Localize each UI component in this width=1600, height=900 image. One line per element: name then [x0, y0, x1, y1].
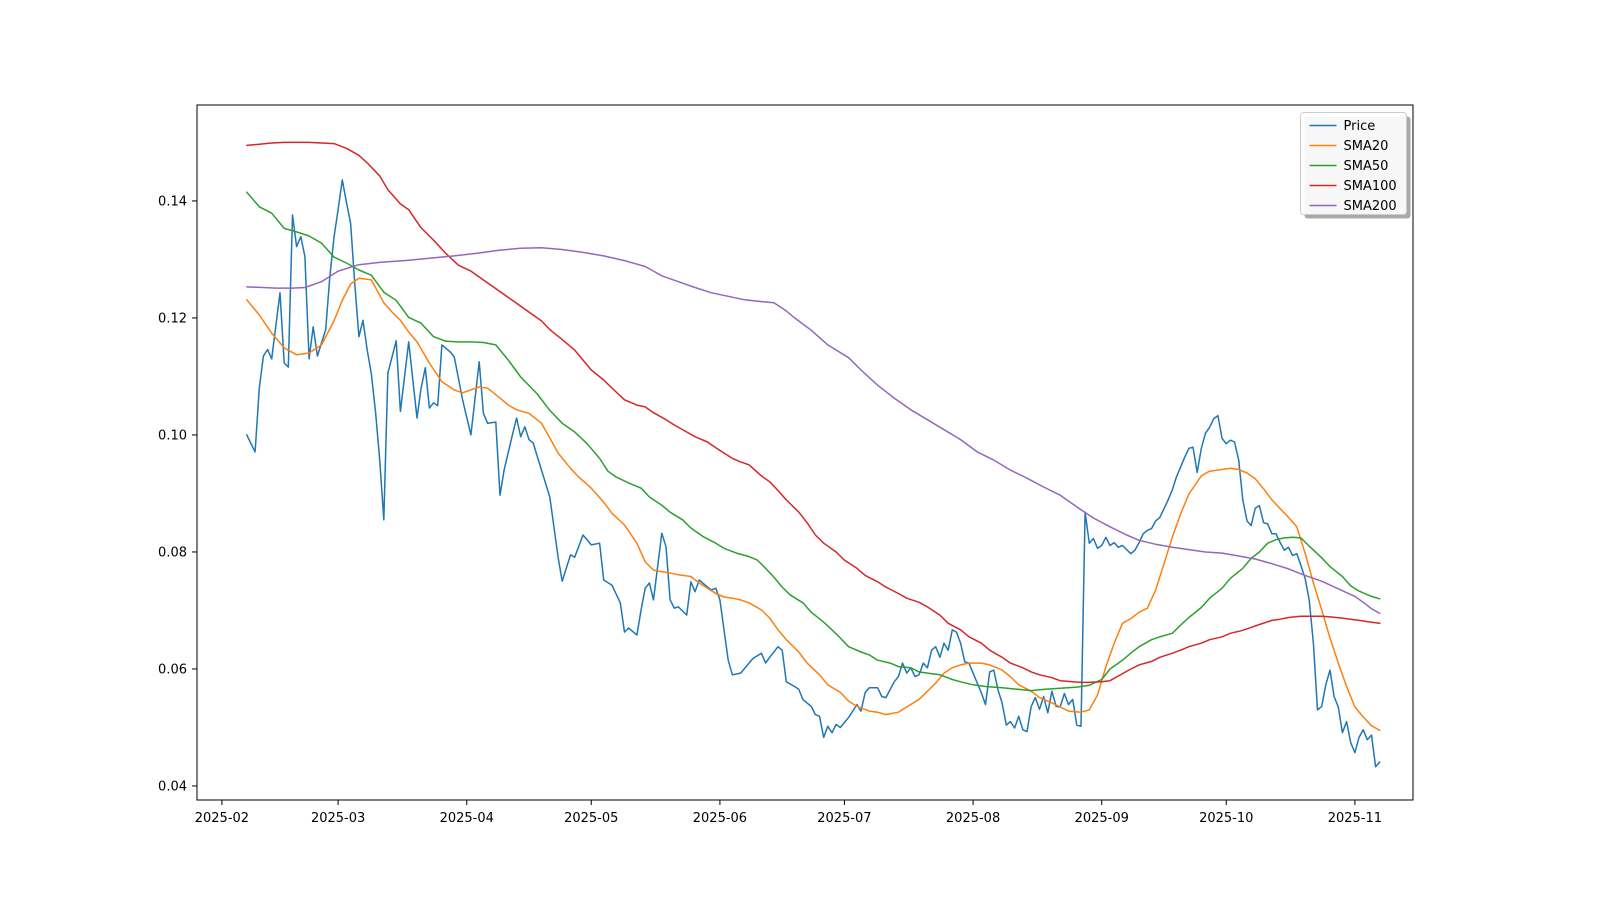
x-tick-label: 2025-08: [946, 811, 1000, 826]
sma50-line: [246, 191, 1381, 692]
legend-frame: [1300, 112, 1407, 215]
plot-area: [196, 104, 1414, 801]
x-tick-label: 2025-06: [693, 811, 747, 826]
y-tick-label: 0.04: [158, 779, 187, 794]
legend-label-sma20: SMA20: [1344, 139, 1389, 154]
y-tick-label: 0.14: [158, 194, 187, 209]
x-tick-label: 2025-05: [564, 811, 618, 826]
y-tick-label: 0.08: [158, 545, 187, 560]
price-line: [246, 179, 1381, 768]
y-tick-label: 0.10: [158, 428, 187, 443]
legend: Price SMA20 SMA50 SMA100 SMA200: [1300, 112, 1411, 219]
legend-label-price: Price: [1344, 119, 1376, 134]
sma20-line: [246, 277, 1381, 732]
y-tick-label: 0.06: [158, 662, 187, 677]
x-tick-label: 2025-04: [440, 811, 494, 826]
x-tick-label: 2025-03: [311, 811, 365, 826]
x-tick-label: 2025-07: [817, 811, 871, 826]
legend-label-sma100: SMA100: [1344, 179, 1397, 194]
sma100-line: [246, 141, 1381, 684]
x-tick-label: 2025-02: [195, 811, 249, 826]
y-tick-label: 0.12: [158, 311, 187, 326]
legend-label-sma200: SMA200: [1344, 199, 1397, 214]
x-tick-label: 2025-10: [1199, 811, 1253, 826]
x-tick-label: 2025-11: [1328, 811, 1382, 826]
sma200-line: [246, 246, 1381, 615]
x-tick-label: 2025-09: [1075, 811, 1129, 826]
legend-label-sma50: SMA50: [1344, 159, 1389, 174]
